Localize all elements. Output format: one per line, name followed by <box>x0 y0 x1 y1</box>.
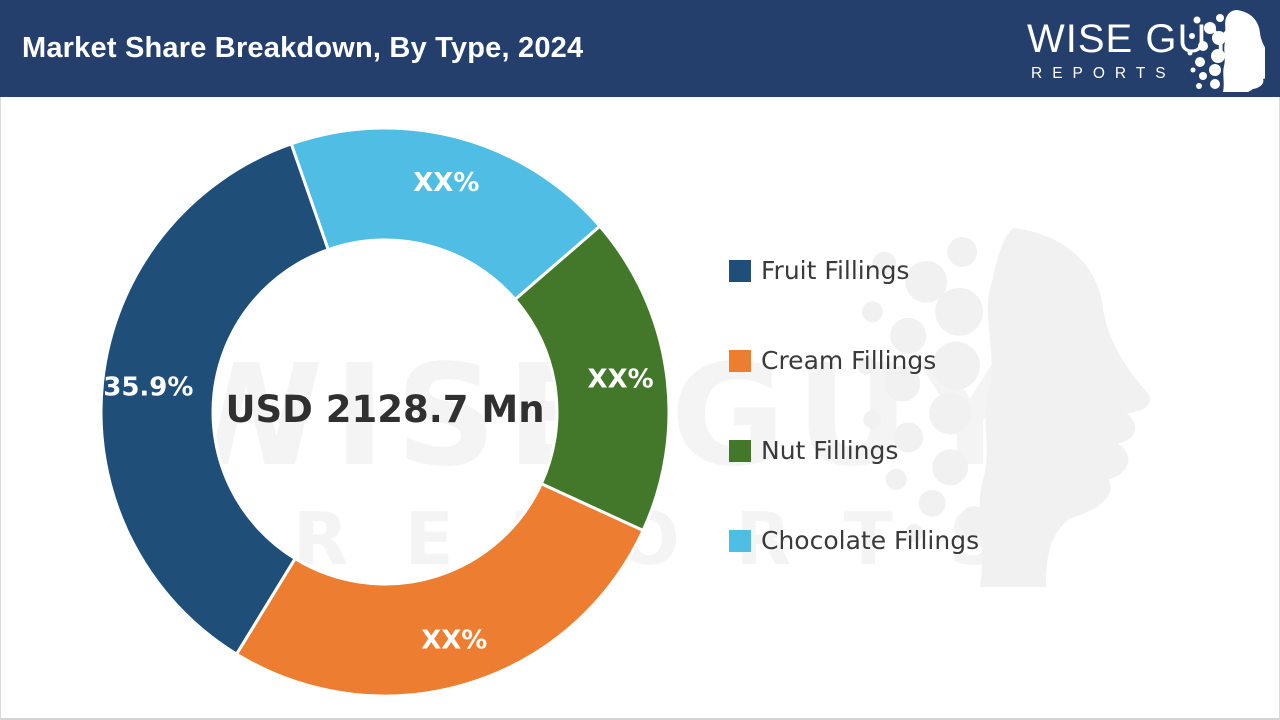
legend-swatch-icon <box>729 439 751 462</box>
logo-text: WISE GUY <box>1027 17 1235 61</box>
chart-center-value: USD 2128.7 Mn <box>225 388 545 431</box>
wise-guy-logo: WISE GUY REPORTS <box>1027 9 1265 92</box>
legend-item-fruit-fillings: Fruit Fillings <box>729 258 979 283</box>
donut-segment-chocolate-fillings <box>289 126 602 301</box>
legend-label: Nut Fillings <box>761 436 899 465</box>
segment-label-cream-fillings: XX% <box>421 626 487 656</box>
donut-segment-fruit-fillings <box>99 142 330 656</box>
segment-label-chocolate-fillings: XX% <box>413 168 479 198</box>
donut-chart: 35.9% XX% XX% XX% <box>99 126 671 698</box>
logo-face-icon <box>1187 9 1265 92</box>
legend-label: Fruit Fillings <box>761 256 910 285</box>
legend-swatch-icon <box>729 529 751 552</box>
legend-item-chocolate-fillings: Chocolate Fillings <box>729 528 979 553</box>
watermark-face-icon <box>857 227 1151 588</box>
legend-item-cream-fillings: Cream Fillings <box>729 348 979 373</box>
chart-legend: Fruit Fillings Cream Fillings Nut Fillings… <box>729 258 979 553</box>
donut-segment-cream-fillings <box>235 482 645 698</box>
donut-segment-nut-fillings <box>513 224 671 532</box>
legend-item-nut-fillings: Nut Fillings <box>729 438 979 463</box>
page-title: Market Share Breakdown, By Type, 2024 <box>22 32 584 64</box>
logo-subtitle: REPORTS <box>1031 65 1176 82</box>
legend-label: Chocolate Fillings <box>761 526 980 555</box>
segment-label-fruit-fillings: 35.9% <box>103 373 193 403</box>
header-bar: Market Share Breakdown, By Type, 2024 WI… <box>0 0 1280 97</box>
legend-label: Cream Fillings <box>761 346 937 375</box>
legend-swatch-icon <box>729 349 751 372</box>
legend-swatch-icon <box>729 259 751 282</box>
segment-label-nut-fillings: XX% <box>588 364 654 394</box>
